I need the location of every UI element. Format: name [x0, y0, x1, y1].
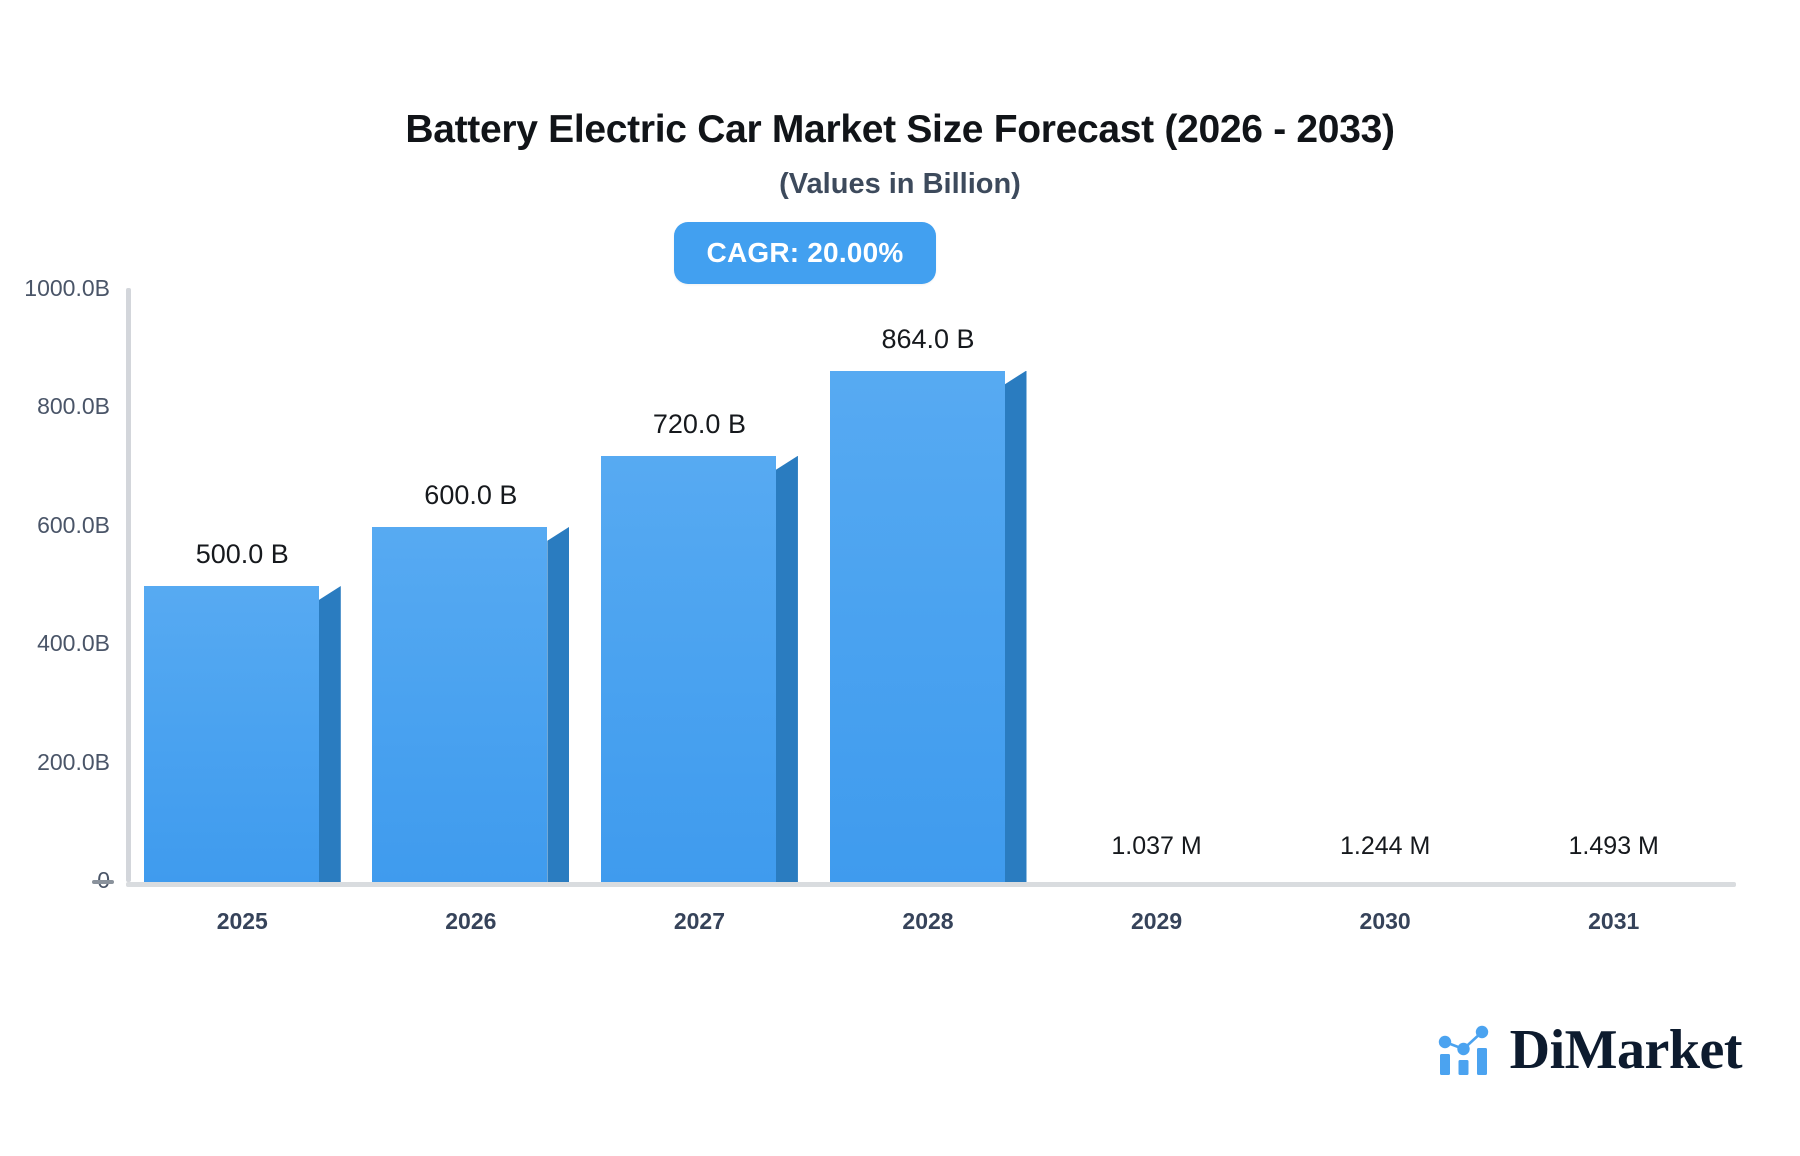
brand-name: DiMarket [1509, 1019, 1743, 1081]
y-axis-tick-label: 400.0B [37, 630, 110, 657]
bar-value-label: 600.0 B [424, 479, 518, 510]
bar-chart-icon [1438, 1025, 1488, 1075]
bar[interactable] [372, 526, 570, 882]
x-axis-tick-label: 2028 [902, 908, 954, 934]
page-title: Battery Electric Car Market Size Forecas… [405, 108, 1395, 151]
y-axis-tick-label: 1000.0B [24, 275, 110, 301]
x-axis-tick-label: 2030 [1359, 908, 1411, 934]
bar-side-face [547, 526, 570, 882]
cagr-badge: CAGR: 20.00% [674, 222, 936, 284]
x-axis-tick-label: 2026 [445, 908, 497, 934]
bar-side-face [1004, 370, 1027, 882]
bar-face [600, 455, 776, 882]
bar-value-label: 1.493 M [1568, 832, 1659, 860]
bar-value-label: 864.0 B [881, 323, 975, 354]
y-axis-tick-mark [92, 880, 114, 884]
bar-face [143, 586, 319, 882]
bar[interactable] [143, 586, 341, 882]
x-axis-tick-label: 2025 [216, 908, 268, 934]
x-axis-tick-label: 2027 [673, 908, 725, 934]
y-axis-line [126, 288, 131, 882]
chart-subtitle: (Values in Billion) [779, 168, 1021, 200]
bar[interactable] [829, 370, 1027, 882]
y-axis-tick-label: 800.0B [37, 393, 110, 420]
bar-side-face [318, 586, 341, 882]
x-axis-tick-label: 2029 [1130, 908, 1183, 934]
y-axis-tick-label: 200.0B [37, 748, 110, 775]
bar[interactable] [600, 455, 798, 882]
bar-value-label: 1.037 M [1111, 832, 1202, 860]
bar-value-label: 500.0 B [195, 539, 289, 569]
bar-value-label: 720.0 B [652, 408, 746, 439]
bar-side-face [775, 455, 798, 882]
bar-face [372, 526, 548, 882]
bar-face [829, 370, 1005, 882]
brand-logo: DiMarket [1438, 1019, 1743, 1081]
x-axis-line [126, 882, 1736, 887]
y-axis-tick-label: 600.0B [37, 511, 110, 538]
x-axis-tick-label: 2031 [1588, 908, 1640, 934]
bar-value-label: 1.244 M [1339, 832, 1431, 860]
